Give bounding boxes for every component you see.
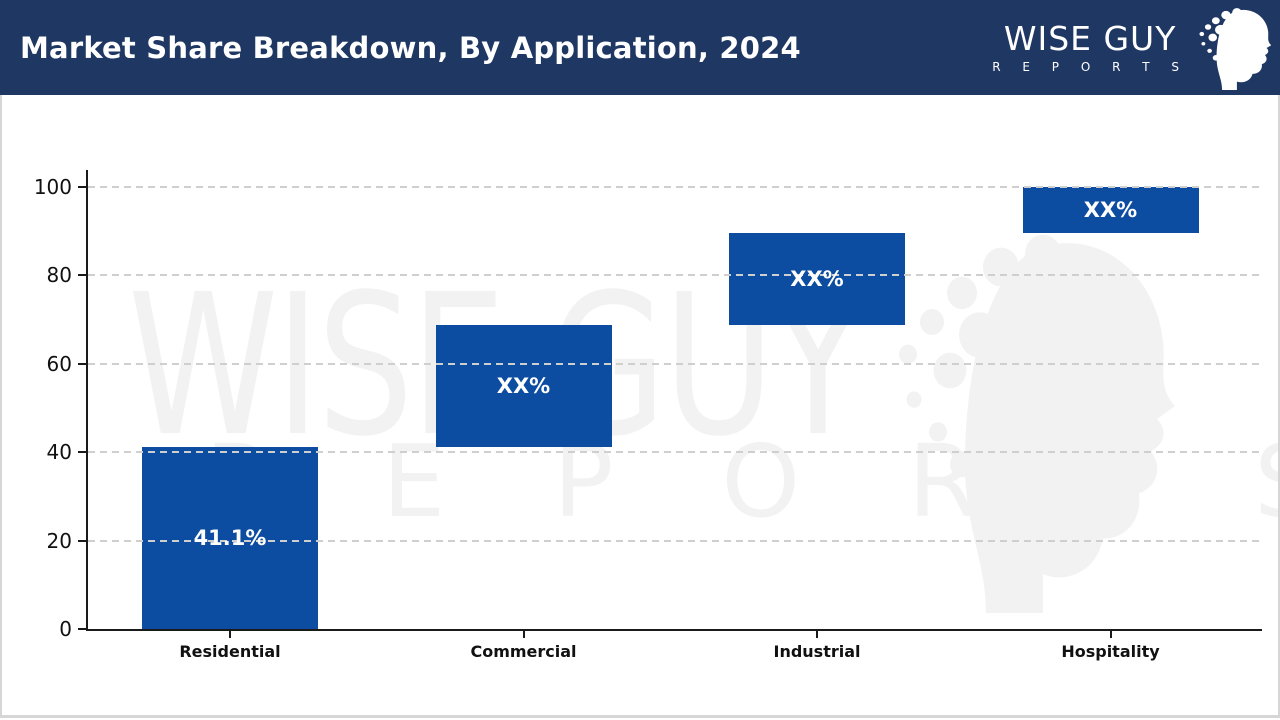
y-tick-label: 100 (33, 175, 72, 199)
y-tick-label: 20 (46, 528, 72, 553)
x-label-industrial: Industrial (773, 642, 861, 661)
bar-hospitality (1022, 187, 1199, 233)
gridline-60 (88, 362, 1262, 365)
y-tick-mark (78, 274, 86, 277)
gridline-40 (88, 451, 1262, 454)
bar-value-label-residential: 41.1% (193, 526, 267, 551)
y-tick-label: 60 (46, 351, 72, 376)
x-label-residential: Residential (179, 642, 281, 661)
brand-logo: WISE GUY R E P O R T S (992, 19, 1188, 74)
y-tick-mark (78, 628, 86, 630)
chart-title: Market Share Breakdown, By Application, … (20, 30, 801, 65)
y-tick-mark (78, 451, 86, 454)
gridline-100 (88, 186, 1262, 188)
y-tick-label: 0 (59, 617, 72, 641)
brand-face-icon (1199, 8, 1272, 90)
y-tick-label: 40 (46, 440, 72, 465)
x-tick-mark-industrial (816, 631, 818, 638)
bar-commercial (435, 325, 612, 448)
brand-name: WISE GUY (1003, 19, 1177, 58)
bar-value-label-hospitality: XX% (1083, 197, 1138, 222)
header-bar: Market Share Breakdown, By Application, … (0, 0, 1280, 95)
gridline-80 (88, 274, 1262, 277)
y-tick-label: 80 (46, 263, 72, 288)
bar-value-label-commercial: XX% (496, 374, 551, 399)
x-axis-line (86, 629, 1262, 631)
bar-value-label-industrial: XX% (790, 266, 844, 291)
watermark-face-icon (899, 234, 1175, 613)
x-label-commercial: Commercial (470, 642, 577, 661)
brand-subtitle: R E P O R T S (992, 59, 1188, 74)
bar-residential (142, 447, 318, 629)
y-tick-mark (78, 362, 86, 365)
gridline-20 (88, 539, 1262, 542)
y-axis-line (86, 170, 88, 631)
bar-industrial (729, 232, 905, 326)
x-tick-mark-commercial (522, 631, 525, 638)
x-label-hospitality: Hospitality (1061, 642, 1160, 661)
y-tick-mark (78, 539, 86, 542)
x-tick-mark-hospitality (1109, 631, 1112, 638)
x-tick-mark-residential (229, 631, 231, 638)
y-tick-mark (78, 186, 86, 188)
